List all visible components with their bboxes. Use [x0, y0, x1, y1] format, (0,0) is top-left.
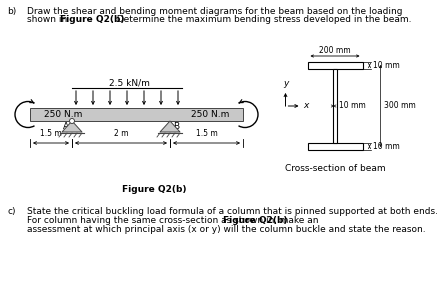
Text: 1.5 m: 1.5 m: [196, 129, 218, 138]
Text: Figure Q2(b): Figure Q2(b): [223, 216, 288, 225]
Text: Figure Q2(b): Figure Q2(b): [122, 185, 187, 194]
Text: b): b): [7, 7, 16, 16]
Circle shape: [70, 119, 75, 124]
Text: A: A: [63, 122, 69, 131]
Text: 2.5 kN/m: 2.5 kN/m: [109, 78, 150, 87]
Text: c): c): [7, 207, 16, 216]
Text: 2 m: 2 m: [114, 129, 128, 138]
Text: x: x: [304, 102, 309, 110]
Bar: [308, 143, 362, 150]
Text: 10 mm: 10 mm: [339, 102, 366, 110]
Text: , make an: , make an: [274, 216, 318, 225]
Polygon shape: [62, 121, 82, 132]
Text: 10 mm: 10 mm: [373, 61, 399, 70]
Bar: [308, 62, 362, 69]
Text: 250 N.m: 250 N.m: [44, 110, 83, 119]
Text: State the critical buckling load formula of a column that is pinned supported at: State the critical buckling load formula…: [27, 207, 438, 216]
Text: Figure Q2(b): Figure Q2(b): [60, 15, 124, 24]
Bar: [333, 69, 337, 143]
Text: assessment at which principal axis (x or y) will the column buckle and state the: assessment at which principal axis (x or…: [27, 225, 426, 234]
Text: y: y: [283, 79, 288, 88]
Text: Draw the shear and bending moment diagrams for the beam based on the loading: Draw the shear and bending moment diagra…: [27, 7, 403, 16]
Text: . Determine the maximum bending stress developed in the beam.: . Determine the maximum bending stress d…: [111, 15, 412, 24]
Text: 250 N.m: 250 N.m: [190, 110, 229, 119]
Text: 10 mm: 10 mm: [373, 142, 399, 151]
Text: 300 mm: 300 mm: [384, 102, 415, 110]
Text: shown in: shown in: [27, 15, 70, 24]
Polygon shape: [160, 121, 180, 132]
Bar: [30, 108, 243, 121]
Text: B: B: [173, 122, 179, 131]
Text: For column having the same cross-section as shown in: For column having the same cross-section…: [27, 216, 277, 225]
Text: Cross-section of beam: Cross-section of beam: [285, 164, 385, 173]
Text: 1.5 m: 1.5 m: [40, 129, 62, 138]
Text: 200 mm: 200 mm: [319, 46, 351, 55]
